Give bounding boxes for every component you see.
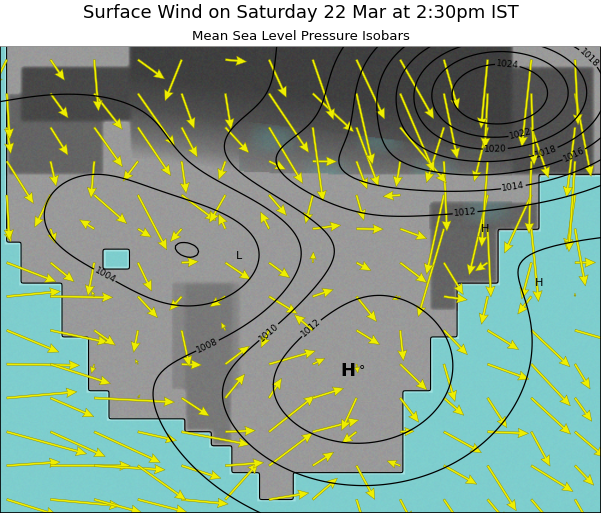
Text: 1024: 1024 bbox=[496, 59, 519, 70]
Text: °: ° bbox=[359, 364, 365, 378]
Text: H: H bbox=[481, 224, 489, 234]
Text: 1016: 1016 bbox=[562, 146, 587, 164]
Text: 1008: 1008 bbox=[195, 337, 220, 354]
Text: Surface Wind on Saturday 22 Mar at 2:30pm IST: Surface Wind on Saturday 22 Mar at 2:30p… bbox=[82, 4, 519, 22]
Text: 1014: 1014 bbox=[501, 181, 525, 193]
Text: 1012: 1012 bbox=[453, 207, 477, 219]
Text: 1010: 1010 bbox=[257, 321, 281, 343]
Text: 1018: 1018 bbox=[578, 47, 600, 69]
Text: 1012: 1012 bbox=[300, 317, 323, 339]
Text: 1018: 1018 bbox=[534, 144, 558, 160]
Text: Mean Sea Level Pressure Isobars: Mean Sea Level Pressure Isobars bbox=[192, 30, 409, 43]
Text: H: H bbox=[341, 362, 356, 380]
Text: 1022: 1022 bbox=[508, 127, 532, 141]
Text: 1004: 1004 bbox=[93, 266, 117, 285]
Text: H: H bbox=[535, 278, 544, 288]
Text: L: L bbox=[236, 251, 242, 261]
Text: 1020: 1020 bbox=[484, 145, 507, 154]
